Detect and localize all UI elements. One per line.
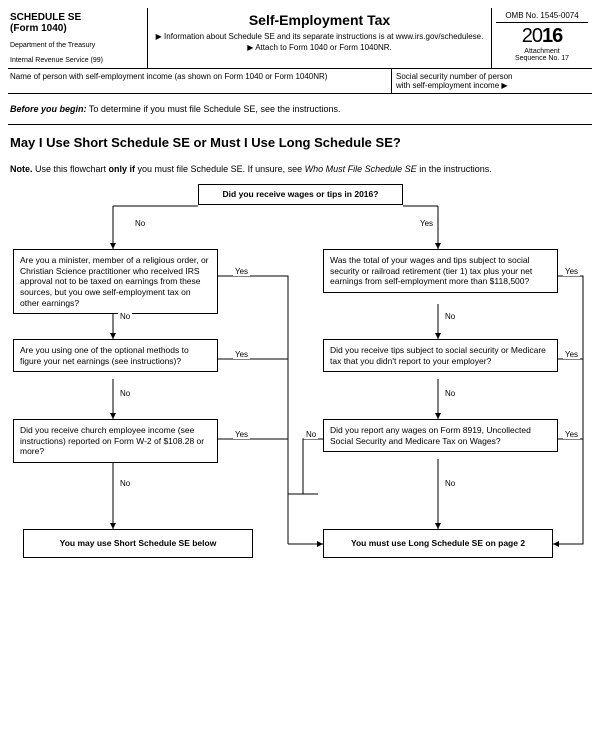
lbl-yes: Yes [418,219,435,228]
name-row: Name of person with self-employment inco… [8,69,592,94]
lbl-yes: Yes [233,350,250,359]
q-left3: Did you receive church employee income (… [13,419,218,463]
q-top: Did you receive wages or tips in 2016? [198,184,403,205]
before-you-begin: Before you begin: To determine if you mu… [8,94,592,125]
info-line: ▶ Information about Schedule SE and its … [154,32,485,41]
q-right3: Did you report any wages on Form 8919, U… [323,419,558,452]
form-title: Self-Employment Tax [154,12,485,28]
lbl-no: No [304,430,318,439]
lbl-yes: Yes [233,267,250,276]
lbl-no: No [118,312,132,321]
lbl-no: No [443,312,457,321]
name-field-label: Name of person with self-employment inco… [8,69,392,93]
flowchart: Did you receive wages or tips in 2016? A… [8,184,592,604]
lbl-yes: Yes [563,430,580,439]
result-long: You must use Long Schedule SE on page 2 [323,529,553,558]
lbl-no: No [443,479,457,488]
q-left1: Are you a minister, member of a religiou… [13,249,218,314]
main-question: May I Use Short Schedule SE or Must I Us… [8,125,592,164]
ssn-field-label: Social security number of person with se… [392,69,592,93]
sequence-number: Sequence No. 17 [496,55,588,62]
q-right2: Did you receive tips subject to social s… [323,339,558,372]
omb-number: OMB No. 1545-0074 [496,11,588,23]
lbl-no: No [118,479,132,488]
lbl-no: No [443,389,457,398]
irs-label: Internal Revenue Service (99) [10,57,145,64]
result-short: You may use Short Schedule SE below [23,529,253,558]
dept-label: Department of the Treasury [10,42,145,49]
form-header: SCHEDULE SE (Form 1040) Department of th… [8,8,592,69]
form-number: (Form 1040) [10,23,145,34]
header-center: Self-Employment Tax ▶ Information about … [148,8,492,68]
lbl-yes: Yes [233,430,250,439]
q-left2: Are you using one of the optional method… [13,339,218,372]
header-left: SCHEDULE SE (Form 1040) Department of th… [8,8,148,68]
before-prefix: Before you begin: [10,104,87,114]
header-right: OMB No. 1545-0074 2016 Attachment Sequen… [492,8,592,68]
lbl-no: No [118,389,132,398]
attach-line: ▶ Attach to Form 1040 or Form 1040NR. [154,43,485,52]
note-line: Note. Use this flowchart only if you mus… [8,164,592,184]
attachment-label: Attachment [496,48,588,55]
tax-year: 2016 [496,25,588,48]
lbl-yes: Yes [563,267,580,276]
lbl-yes: Yes [563,350,580,359]
q-right1: Was the total of your wages and tips sub… [323,249,558,293]
lbl-no: No [133,219,147,228]
schedule-label: SCHEDULE SE [10,12,145,23]
